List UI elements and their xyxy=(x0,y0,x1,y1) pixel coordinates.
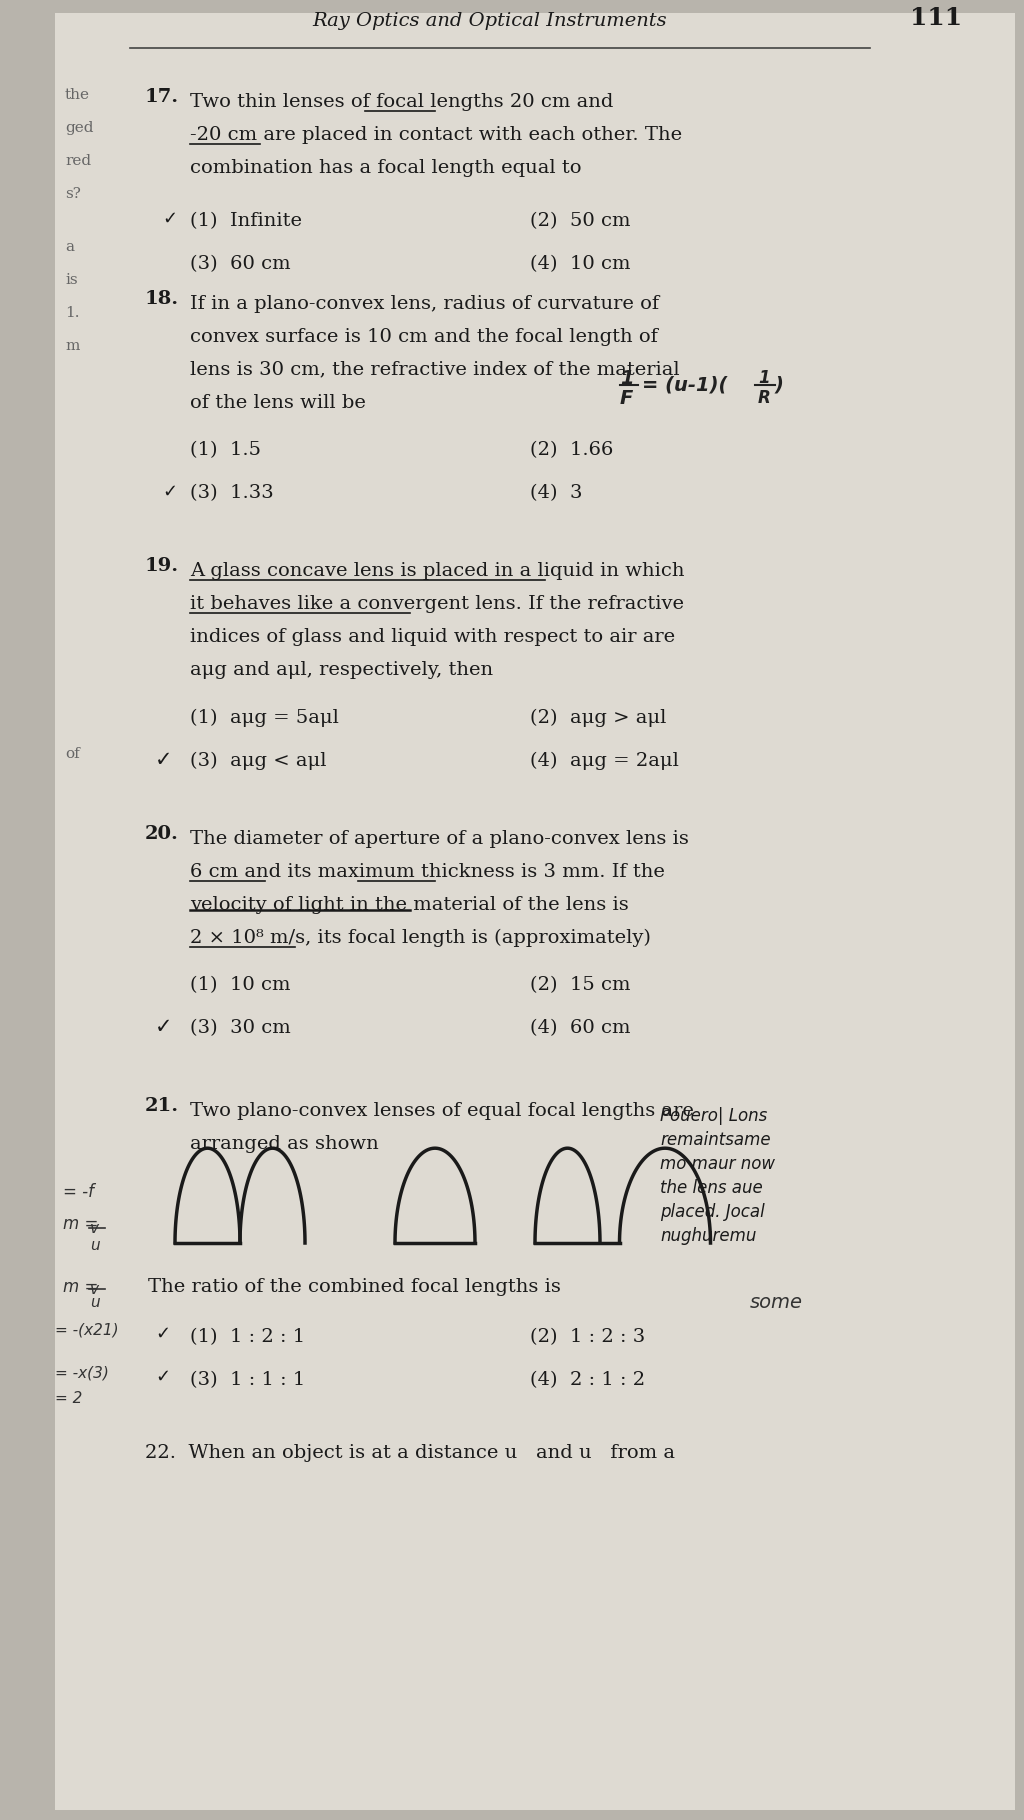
Text: u: u xyxy=(90,1238,99,1252)
Text: (3)  1 : 1 : 1: (3) 1 : 1 : 1 xyxy=(190,1370,305,1389)
Text: 1: 1 xyxy=(758,369,770,388)
Text: (1)  aμg = 5aμl: (1) aμg = 5aμl xyxy=(190,710,339,728)
Text: (2)  50 cm: (2) 50 cm xyxy=(530,211,631,229)
Text: (3)  1.33: (3) 1.33 xyxy=(190,484,273,502)
Text: (1)  10 cm: (1) 10 cm xyxy=(190,977,291,994)
Text: indices of glass and liquid with respect to air are: indices of glass and liquid with respect… xyxy=(190,628,675,646)
Text: velocity of light in the material of the lens is: velocity of light in the material of the… xyxy=(190,895,629,914)
Text: v: v xyxy=(90,1221,99,1236)
Text: (4)  2 : 1 : 2: (4) 2 : 1 : 2 xyxy=(530,1370,645,1389)
Text: ✓: ✓ xyxy=(155,1325,170,1343)
Text: 111: 111 xyxy=(910,5,963,31)
Text: s?: s? xyxy=(65,187,81,200)
Text: 17.: 17. xyxy=(145,87,179,106)
Text: some: some xyxy=(750,1292,803,1312)
Text: Two thin lenses of focal lengths 20 cm and: Two thin lenses of focal lengths 20 cm a… xyxy=(190,93,613,111)
Text: (3)  60 cm: (3) 60 cm xyxy=(190,255,291,273)
Text: = -x(3): = -x(3) xyxy=(55,1365,109,1381)
Text: (2)  aμg > aμl: (2) aμg > aμl xyxy=(530,710,667,728)
Text: Pouero| Lons: Pouero| Lons xyxy=(660,1107,767,1125)
Text: remaintsame: remaintsame xyxy=(660,1132,771,1148)
Text: (1)  Infinite: (1) Infinite xyxy=(190,211,302,229)
Text: of the lens will be: of the lens will be xyxy=(190,393,366,411)
Text: convex surface is 10 cm and the focal length of: convex surface is 10 cm and the focal le… xyxy=(190,328,657,346)
Text: ✓: ✓ xyxy=(162,209,177,228)
Text: m =: m = xyxy=(63,1216,98,1234)
Text: ✓: ✓ xyxy=(155,1369,170,1385)
Text: (3)  aμg < aμl: (3) aμg < aμl xyxy=(190,752,327,770)
Text: 21.: 21. xyxy=(145,1097,179,1116)
Text: mo maur now: mo maur now xyxy=(660,1156,775,1174)
Text: m =: m = xyxy=(63,1278,98,1296)
Text: a: a xyxy=(65,240,74,255)
Text: = (u-1)(: = (u-1)( xyxy=(642,375,727,395)
Text: arranged as shown: arranged as shown xyxy=(190,1136,379,1154)
Text: 20.: 20. xyxy=(145,824,179,843)
Text: (4)  60 cm: (4) 60 cm xyxy=(530,1019,631,1037)
Text: ✓: ✓ xyxy=(155,750,172,770)
Text: Ray Optics and Optical Instruments: Ray Optics and Optical Instruments xyxy=(312,13,668,31)
Text: the: the xyxy=(65,87,90,102)
Text: (2)  1 : 2 : 3: (2) 1 : 2 : 3 xyxy=(530,1329,645,1345)
Text: Two plano-convex lenses of equal focal lengths are: Two plano-convex lenses of equal focal l… xyxy=(190,1103,694,1121)
Text: -20 cm are placed in contact with each other. The: -20 cm are placed in contact with each o… xyxy=(190,126,682,144)
Text: 1: 1 xyxy=(620,369,634,388)
Text: (4)  aμg = 2aμl: (4) aμg = 2aμl xyxy=(530,752,679,770)
Text: of: of xyxy=(65,746,80,761)
Text: (2)  15 cm: (2) 15 cm xyxy=(530,977,631,994)
Text: = -f: = -f xyxy=(63,1183,94,1201)
Text: 2 × 10⁸ m/s, its focal length is (approximately): 2 × 10⁸ m/s, its focal length is (approx… xyxy=(190,928,651,946)
Text: 1.: 1. xyxy=(65,306,80,320)
Text: The ratio of the combined focal lengths is: The ratio of the combined focal lengths … xyxy=(148,1278,561,1296)
Text: v: v xyxy=(90,1281,99,1298)
Text: lens is 30 cm, the refractive index of the material: lens is 30 cm, the refractive index of t… xyxy=(190,360,680,379)
Text: 19.: 19. xyxy=(145,557,179,575)
FancyBboxPatch shape xyxy=(55,13,1015,1811)
Text: A glass concave lens is placed in a liquid in which: A glass concave lens is placed in a liqu… xyxy=(190,562,684,581)
Text: If in a plano-convex lens, radius of curvature of: If in a plano-convex lens, radius of cur… xyxy=(190,295,659,313)
Text: 22.  When an object is at a distance u   and u   from a: 22. When an object is at a distance u an… xyxy=(145,1443,675,1461)
Text: (4)  10 cm: (4) 10 cm xyxy=(530,255,631,273)
Text: 6 cm and its maximum thickness is 3 mm. If the: 6 cm and its maximum thickness is 3 mm. … xyxy=(190,863,665,881)
Text: = -(x21): = -(x21) xyxy=(55,1323,119,1338)
Text: (2)  1.66: (2) 1.66 xyxy=(530,442,613,459)
Text: (1)  1 : 2 : 1: (1) 1 : 2 : 1 xyxy=(190,1329,305,1345)
Text: nughuremu: nughuremu xyxy=(660,1227,757,1245)
Text: The diameter of aperture of a plano-convex lens is: The diameter of aperture of a plano-conv… xyxy=(190,830,689,848)
Text: ✓: ✓ xyxy=(155,1017,172,1037)
Text: (3)  30 cm: (3) 30 cm xyxy=(190,1019,291,1037)
Text: F: F xyxy=(620,389,634,408)
Text: R: R xyxy=(758,389,771,408)
Text: ged: ged xyxy=(65,120,93,135)
Text: (4)  3: (4) 3 xyxy=(530,484,583,502)
Text: (1)  1.5: (1) 1.5 xyxy=(190,442,261,459)
Text: ✓: ✓ xyxy=(162,482,177,500)
Text: the lens aue: the lens aue xyxy=(660,1179,763,1198)
Text: placed. Jocal: placed. Jocal xyxy=(660,1203,765,1221)
Text: it behaves like a convergent lens. If the refractive: it behaves like a convergent lens. If th… xyxy=(190,595,684,613)
Text: = 2: = 2 xyxy=(55,1390,82,1405)
Text: combination has a focal length equal to: combination has a focal length equal to xyxy=(190,158,582,177)
Text: red: red xyxy=(65,155,91,167)
Text: ): ) xyxy=(775,375,784,395)
Text: is: is xyxy=(65,273,78,288)
Text: aμg and aμl, respectively, then: aμg and aμl, respectively, then xyxy=(190,661,494,679)
Text: u: u xyxy=(90,1294,99,1310)
Text: m: m xyxy=(65,339,80,353)
Text: 18.: 18. xyxy=(145,289,179,308)
